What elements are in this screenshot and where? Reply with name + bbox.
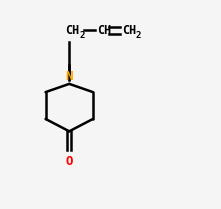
Text: CH: CH	[122, 24, 136, 37]
Text: N: N	[65, 70, 73, 83]
Text: 2: 2	[79, 31, 84, 40]
Text: 2: 2	[136, 31, 141, 40]
Text: O: O	[65, 155, 73, 168]
Text: CH: CH	[65, 24, 79, 37]
Text: CH: CH	[97, 24, 111, 37]
